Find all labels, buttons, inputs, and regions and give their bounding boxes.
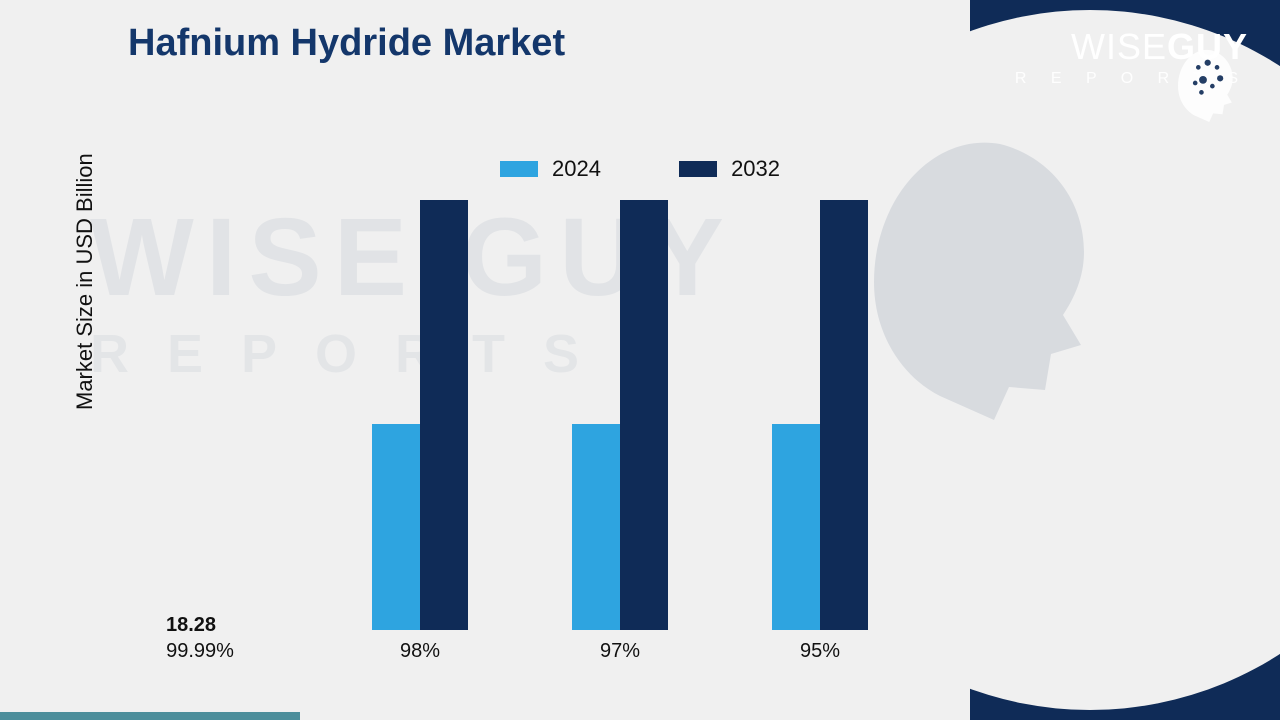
legend-label-2024: 2024 [552, 156, 601, 182]
x-axis-labels: 99.99% 98% 97% 95% [120, 640, 940, 670]
chart-title: Hafnium Hydride Market [128, 22, 565, 65]
plot-area [120, 200, 940, 630]
x-tick-99.99%: 99.99% [166, 640, 234, 663]
logo-word-a: WISE [1071, 26, 1167, 67]
x-tick-95%: 95% [800, 640, 840, 663]
bar-2032-95% [820, 200, 868, 630]
x-tick-97%: 97% [600, 640, 640, 663]
bar-2024-97% [572, 424, 620, 630]
legend-swatch-2032 [679, 161, 717, 177]
stage: WISE GUYREPORTS WISEGUY R E P O R T S Ha… [0, 0, 1280, 720]
bottom-strip [0, 712, 300, 720]
legend-item-2032: 2032 [679, 156, 780, 182]
logo-sub: R E P O R T S [1015, 70, 1248, 88]
bar-2032-97% [620, 200, 668, 630]
y-axis-label: Market Size in USD Billion [72, 153, 98, 410]
x-tick-98%: 98% [400, 640, 440, 663]
bar-2024-98% [372, 424, 420, 630]
bar-2032-98% [420, 200, 468, 630]
baseline-value: 18.28 [166, 614, 216, 637]
legend: 2024 2032 [0, 156, 1280, 183]
legend-label-2032: 2032 [731, 156, 780, 182]
brand-logo: WISEGUY R E P O R T S [1015, 26, 1248, 88]
bar-2024-95% [772, 424, 820, 630]
legend-swatch-2024 [500, 161, 538, 177]
legend-item-2024: 2024 [500, 156, 601, 182]
